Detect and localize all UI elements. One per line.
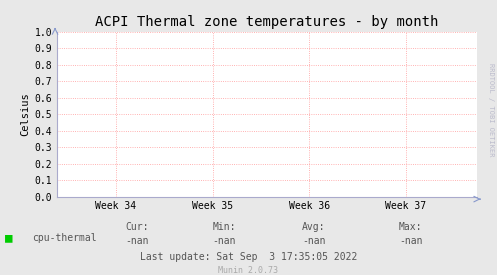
Text: RRDTOOL / TOBI OETIKER: RRDTOOL / TOBI OETIKER (488, 63, 494, 157)
Text: -nan: -nan (302, 236, 326, 246)
Y-axis label: Celsius: Celsius (20, 92, 30, 136)
Text: Max:: Max: (399, 222, 422, 232)
Text: Cur:: Cur: (126, 222, 149, 232)
Text: -nan: -nan (126, 236, 149, 246)
Text: Min:: Min: (213, 222, 236, 232)
Title: ACPI Thermal zone temperatures - by month: ACPI Thermal zone temperatures - by mont… (95, 15, 439, 29)
Text: Avg:: Avg: (302, 222, 326, 232)
Text: -nan: -nan (213, 236, 236, 246)
Text: cpu-thermal: cpu-thermal (32, 233, 97, 243)
Text: Munin 2.0.73: Munin 2.0.73 (219, 266, 278, 274)
Text: Last update: Sat Sep  3 17:35:05 2022: Last update: Sat Sep 3 17:35:05 2022 (140, 252, 357, 262)
Text: ■: ■ (5, 231, 12, 244)
Text: -nan: -nan (399, 236, 422, 246)
